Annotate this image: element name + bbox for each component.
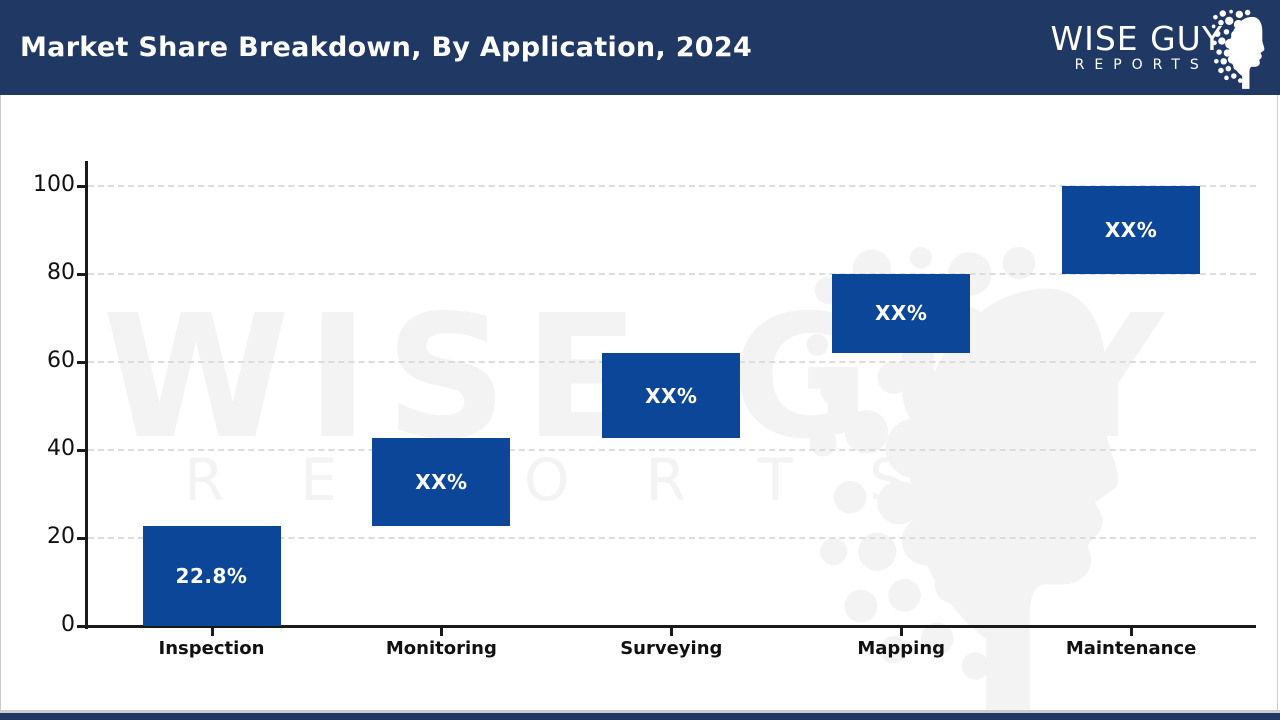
y-tickmark-20: [77, 536, 85, 540]
bar-value-label-surveying: XX%: [645, 383, 698, 408]
bar-value-label-maintenance: XX%: [1104, 217, 1158, 242]
plot-area: 0 20 40 60 80 100 Inspection 22.8% Monitoring XX%…: [1, 95, 1277, 710]
x-tickmark-inspection: [210, 628, 214, 636]
x-tickmark-monitoring: [440, 628, 444, 636]
chart-title: Market Share Breakdown, By Application, …: [20, 32, 753, 63]
logo-wordmark: WISE GUY REPORTS: [1050, 18, 1223, 74]
bar-value-label-mapping: XX%: [874, 301, 928, 326]
logo-wordmark-line2: REPORTS: [1074, 57, 1209, 74]
header-bar: Market Share Breakdown, By Application, …: [0, 0, 1280, 95]
bar-monitoring: XX%: [372, 437, 511, 526]
bar-inspection: 22.8%: [142, 525, 281, 626]
bar-maintenance: XX%: [1062, 185, 1201, 274]
y-axis-line: [85, 161, 88, 629]
x-category-label-surveying: Surveying: [620, 638, 723, 659]
y-tickmark-0: [77, 625, 85, 628]
y-tick-label-80: 80: [47, 259, 75, 285]
y-tickmark-80: [77, 272, 85, 276]
x-category-label-maintenance: Maintenance: [1065, 638, 1197, 659]
x-tickmark-maintenance: [1130, 628, 1134, 636]
bar-value-label-monitoring: XX%: [415, 469, 468, 494]
y-tickmark-100: [77, 184, 85, 188]
card-bottom-divider: [0, 710, 1280, 713]
x-category-label-inspection: Inspection: [158, 638, 265, 659]
y-tickmark-40: [77, 448, 85, 452]
y-tick-label-100: 100: [33, 171, 75, 197]
y-tick-label-40: 40: [47, 435, 75, 461]
y-tick-label-0: 0: [61, 612, 75, 637]
y-tick-label-20: 20: [47, 523, 75, 549]
chart-area: WISE GUY REPORTS 020406080100Inspection2…: [0, 95, 1278, 710]
bar-surveying: XX%: [602, 353, 741, 438]
bar-mapping: XX%: [832, 273, 971, 354]
x-category-label-mapping: Mapping: [857, 638, 946, 659]
gridline-100: [88, 184, 1256, 187]
logo-wordmark-line1: WISE GUY: [1050, 18, 1223, 58]
x-tickmark-mapping: [900, 628, 904, 636]
y-tick-label-60: 60: [47, 347, 75, 373]
gridline-40: [88, 448, 1256, 451]
x-tickmark-surveying: [670, 628, 674, 636]
x-category-label-monitoring: Monitoring: [385, 638, 497, 659]
gridline-80: [88, 272, 1256, 275]
logo-face-icon: [1211, 9, 1265, 89]
wise-guy-logo: WISE GUY REPORTS: [1050, 6, 1266, 89]
y-tickmark-60: [77, 360, 85, 364]
footer-bar: [0, 713, 1280, 720]
bar-value-label-inspection: 22.8%: [175, 563, 248, 588]
watermark-subtext: REPORTS: [184, 446, 982, 514]
x-axis-line: [85, 625, 1256, 628]
gridline-20: [88, 536, 1256, 539]
